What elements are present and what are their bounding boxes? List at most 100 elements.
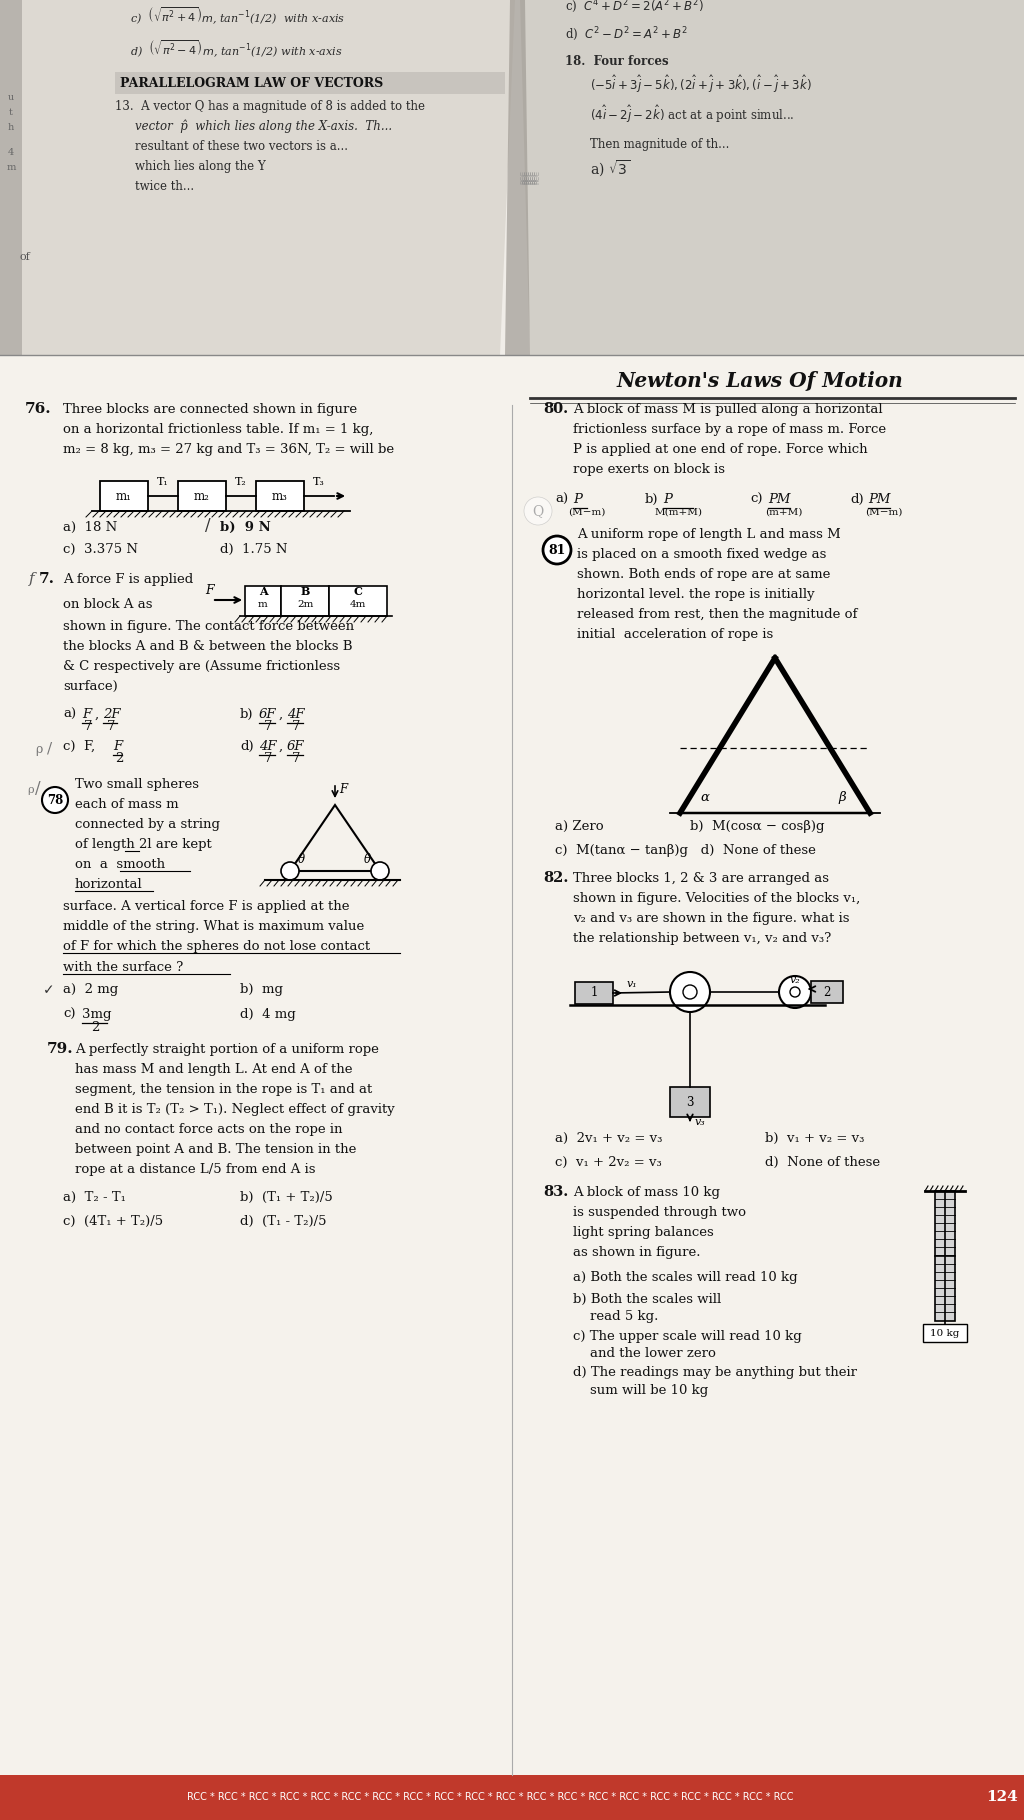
Bar xyxy=(178,480,226,511)
Text: 2: 2 xyxy=(91,1021,99,1034)
Text: c)  $\left(\sqrt{\pi^2+4}\right)m$, tan$^{-1}$(1/2)  with x-axis: c) $\left(\sqrt{\pi^2+4}\right)m$, tan$^… xyxy=(130,5,345,25)
Text: b): b) xyxy=(240,708,254,721)
Text: d) The readings may be anything but their: d) The readings may be anything but thei… xyxy=(573,1367,857,1380)
Bar xyxy=(923,1323,967,1341)
Text: d)  1.75 N: d) 1.75 N xyxy=(220,542,288,555)
Text: ,: , xyxy=(279,708,283,721)
Text: f: f xyxy=(29,571,35,586)
Bar xyxy=(980,1774,1024,1820)
Text: RCC: RCC xyxy=(534,169,540,184)
Text: (M−m): (M−m) xyxy=(865,508,902,517)
Text: b)  (T₁ + T₂)/5: b) (T₁ + T₂)/5 xyxy=(240,1190,333,1205)
Text: 79.: 79. xyxy=(47,1043,74,1056)
Text: b)  9 N: b) 9 N xyxy=(220,521,270,533)
Text: c)  v₁ + 2v₂ = v₃: c) v₁ + 2v₂ = v₃ xyxy=(555,1156,662,1168)
Bar xyxy=(935,1256,955,1321)
Text: 18.  Four forces: 18. Four forces xyxy=(565,55,669,67)
Text: θ: θ xyxy=(298,854,305,866)
Text: Then magnitude of th...: Then magnitude of th... xyxy=(590,138,729,151)
Text: RCC: RCC xyxy=(528,169,534,184)
Text: F: F xyxy=(205,584,214,597)
Circle shape xyxy=(371,863,389,881)
Text: 7: 7 xyxy=(264,721,272,733)
Text: d)  None of these: d) None of these xyxy=(765,1156,880,1168)
Text: 7.: 7. xyxy=(39,571,55,586)
Text: Three blocks 1, 2 & 3 are arranged as: Three blocks 1, 2 & 3 are arranged as xyxy=(573,872,829,885)
Text: T₁: T₁ xyxy=(157,477,169,488)
Text: $(4\hat{i}-2\hat{j}-2\hat{k})$ act at a point simul...: $(4\hat{i}-2\hat{j}-2\hat{k})$ act at a … xyxy=(590,104,795,126)
Text: 82.: 82. xyxy=(543,872,568,885)
Text: A perfectly straight portion of a uniform rope: A perfectly straight portion of a unifor… xyxy=(75,1043,379,1056)
Text: /: / xyxy=(35,781,41,797)
Text: end B it is T₂ (T₂ > T₁). Neglect effect of gravity: end B it is T₂ (T₂ > T₁). Neglect effect… xyxy=(75,1103,394,1116)
Text: of F for which the spheres do not lose contact: of F for which the spheres do not lose c… xyxy=(63,939,370,954)
Text: RCC * RCC * RCC * RCC * RCC * RCC * RCC * RCC * RCC * RCC * RCC * RCC * RCC * RC: RCC * RCC * RCC * RCC * RCC * RCC * RCC … xyxy=(186,1793,794,1802)
Text: 4F: 4F xyxy=(259,741,276,753)
Bar xyxy=(935,1190,955,1256)
Text: 80.: 80. xyxy=(543,402,568,417)
Text: and no contact force acts on the rope in: and no contact force acts on the rope in xyxy=(75,1123,342,1136)
Text: which lies along the Y: which lies along the Y xyxy=(135,160,266,173)
Circle shape xyxy=(281,863,299,881)
Bar xyxy=(0,355,1024,1820)
Text: 10 kg: 10 kg xyxy=(931,1329,959,1338)
Text: has mass M and length L. At end A of the: has mass M and length L. At end A of the xyxy=(75,1063,352,1076)
Text: a) Both the scales will read 10 kg: a) Both the scales will read 10 kg xyxy=(573,1270,798,1283)
Text: c) The upper scale will read 10 kg: c) The upper scale will read 10 kg xyxy=(573,1330,802,1343)
Text: F: F xyxy=(113,741,122,753)
Text: ✓: ✓ xyxy=(43,983,54,997)
Text: 7: 7 xyxy=(106,721,116,733)
Text: 83.: 83. xyxy=(543,1185,568,1199)
Text: F: F xyxy=(82,708,91,721)
Text: d): d) xyxy=(850,493,863,506)
Text: and the lower zero: and the lower zero xyxy=(590,1347,716,1360)
Text: v₃: v₃ xyxy=(695,1117,706,1127)
Text: u: u xyxy=(8,93,14,102)
Text: 13.  A vector Q has a magnitude of 8 is added to the: 13. A vector Q has a magnitude of 8 is a… xyxy=(115,100,425,113)
Text: c): c) xyxy=(63,1008,76,1021)
Text: /: / xyxy=(47,743,52,755)
Text: sum will be 10 kg: sum will be 10 kg xyxy=(590,1383,709,1398)
Text: the relationship between v₁, v₂ and v₃?: the relationship between v₁, v₂ and v₃? xyxy=(573,932,831,945)
Text: T₂: T₂ xyxy=(236,477,247,488)
Text: Q: Q xyxy=(532,504,544,519)
Text: A: A xyxy=(259,586,267,597)
Text: (m+M): (m+M) xyxy=(765,508,803,517)
Text: a): a) xyxy=(555,493,568,506)
Text: /: / xyxy=(205,517,211,533)
Circle shape xyxy=(670,972,710,1012)
Text: a): a) xyxy=(63,708,76,721)
Text: c)  3.375 N: c) 3.375 N xyxy=(63,542,138,555)
Bar xyxy=(0,1774,1024,1820)
Text: 2m: 2m xyxy=(297,601,313,610)
Text: 4m: 4m xyxy=(350,601,367,610)
Bar xyxy=(0,0,22,355)
Text: 7: 7 xyxy=(264,752,272,764)
Bar xyxy=(329,586,387,615)
Text: on a horizontal frictionless table. If m₁ = 1 kg,: on a horizontal frictionless table. If m… xyxy=(63,422,374,437)
Text: c): c) xyxy=(750,493,763,506)
Text: segment, the tension in the rope is T₁ and at: segment, the tension in the rope is T₁ a… xyxy=(75,1083,373,1096)
Text: surface): surface) xyxy=(63,681,118,693)
Text: the blocks A and B & between the blocks B: the blocks A and B & between the blocks … xyxy=(63,641,352,653)
Text: 81: 81 xyxy=(548,544,565,557)
Text: a)  18 N: a) 18 N xyxy=(63,521,118,533)
Text: 3: 3 xyxy=(686,1096,693,1108)
Text: 2: 2 xyxy=(115,752,123,764)
Text: each of mass m: each of mass m xyxy=(75,797,178,812)
Text: ρ: ρ xyxy=(35,743,42,755)
Bar xyxy=(245,586,281,615)
Text: with the surface ?: with the surface ? xyxy=(63,961,183,974)
Text: c)  (4T₁ + T₂)/5: c) (4T₁ + T₂)/5 xyxy=(63,1216,163,1228)
Text: b)  M(cosα − cosβ)g: b) M(cosα − cosβ)g xyxy=(690,821,824,834)
Bar xyxy=(256,480,304,511)
Text: 6F: 6F xyxy=(259,708,276,721)
Text: v₂: v₂ xyxy=(790,976,801,985)
Text: connected by a string: connected by a string xyxy=(75,817,220,832)
Text: A uniform rope of length L and mass M: A uniform rope of length L and mass M xyxy=(577,528,841,541)
Text: shown. Both ends of rope are at same: shown. Both ends of rope are at same xyxy=(577,568,830,581)
Text: b)  mg: b) mg xyxy=(240,983,283,996)
Text: of: of xyxy=(19,251,31,262)
Text: β: β xyxy=(838,792,846,804)
Text: m₁: m₁ xyxy=(116,490,132,502)
